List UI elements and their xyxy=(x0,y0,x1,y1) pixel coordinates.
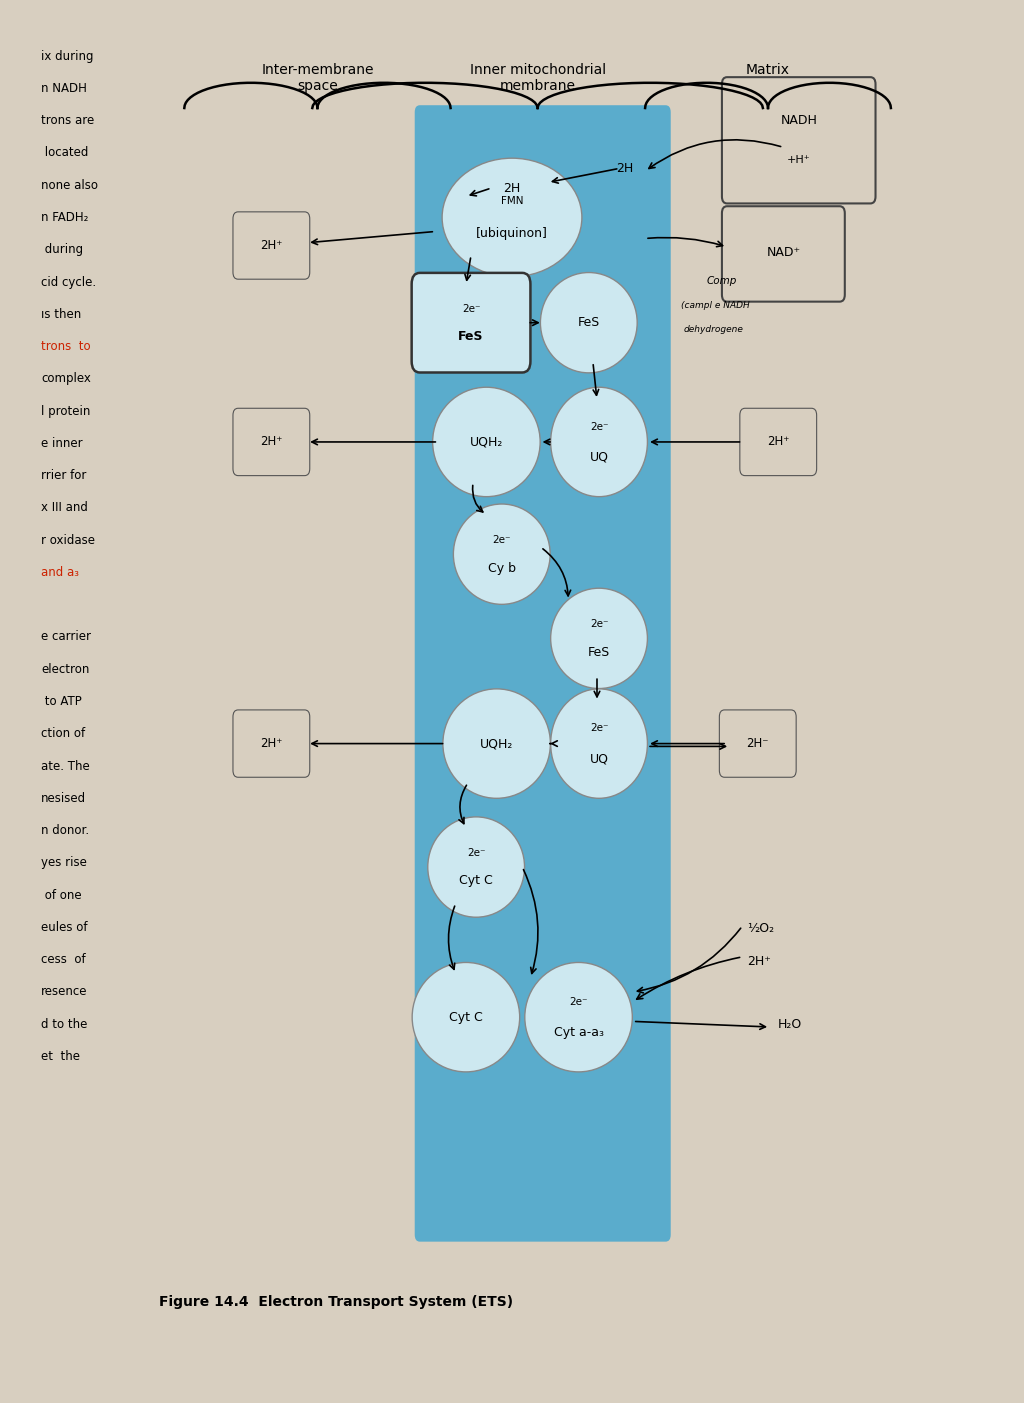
Text: Cyt C: Cyt C xyxy=(460,874,493,888)
Text: Inter-membrane
space: Inter-membrane space xyxy=(261,63,374,94)
Text: ıs then: ıs then xyxy=(41,307,81,321)
Text: +H⁺: +H⁺ xyxy=(786,154,811,166)
Text: 2H⁺: 2H⁺ xyxy=(260,435,283,449)
Text: l protein: l protein xyxy=(41,404,90,418)
Text: 2H⁺: 2H⁺ xyxy=(767,435,790,449)
Text: Cy b: Cy b xyxy=(487,561,516,575)
Text: 2e⁻: 2e⁻ xyxy=(590,724,608,734)
Text: UQH₂: UQH₂ xyxy=(480,737,513,751)
Text: electron: electron xyxy=(41,662,89,676)
FancyBboxPatch shape xyxy=(719,710,797,777)
Text: 2H⁺: 2H⁺ xyxy=(748,954,771,968)
FancyBboxPatch shape xyxy=(233,710,309,777)
Text: 2e⁻: 2e⁻ xyxy=(467,849,485,859)
Text: ction of: ction of xyxy=(41,727,85,741)
Text: 2e⁻: 2e⁻ xyxy=(569,998,588,1007)
Text: n donor.: n donor. xyxy=(41,824,89,838)
FancyBboxPatch shape xyxy=(412,272,530,373)
Ellipse shape xyxy=(524,962,632,1072)
Text: NAD⁺: NAD⁺ xyxy=(766,246,801,260)
Text: resence: resence xyxy=(41,985,87,999)
Text: e carrier: e carrier xyxy=(41,630,91,644)
Text: UQ: UQ xyxy=(590,450,608,463)
Text: nesised: nesised xyxy=(41,791,86,805)
Text: x III and: x III and xyxy=(41,501,88,515)
Text: Matrix: Matrix xyxy=(746,63,790,77)
Ellipse shape xyxy=(442,159,582,276)
FancyBboxPatch shape xyxy=(739,408,817,476)
Text: Inner mitochondrial
membrane: Inner mitochondrial membrane xyxy=(470,63,605,94)
Text: 2e⁻: 2e⁻ xyxy=(462,304,480,314)
Text: cid cycle.: cid cycle. xyxy=(41,275,96,289)
Text: of one: of one xyxy=(41,888,82,902)
Text: yes rise: yes rise xyxy=(41,856,87,870)
Ellipse shape xyxy=(551,387,647,497)
Text: cess  of: cess of xyxy=(41,953,86,967)
Ellipse shape xyxy=(432,387,541,497)
Text: FeS: FeS xyxy=(578,316,600,330)
Text: ate. The: ate. The xyxy=(41,759,90,773)
Text: n FADH₂: n FADH₂ xyxy=(41,210,88,224)
Text: 2H⁺: 2H⁺ xyxy=(260,239,283,253)
Text: H₂O: H₂O xyxy=(778,1017,803,1031)
Text: d to the: d to the xyxy=(41,1017,87,1031)
Text: [ubiquinon]: [ubiquinon] xyxy=(476,227,548,240)
Ellipse shape xyxy=(551,588,647,689)
Text: et  the: et the xyxy=(41,1049,80,1063)
Text: FMN: FMN xyxy=(501,196,523,206)
Text: 2e⁻: 2e⁻ xyxy=(590,620,608,630)
Text: UQH₂: UQH₂ xyxy=(470,435,503,449)
Text: FeS: FeS xyxy=(459,330,483,344)
Text: ix during: ix during xyxy=(41,49,93,63)
Text: n NADH: n NADH xyxy=(41,81,87,95)
Text: 2H⁻: 2H⁻ xyxy=(746,737,769,751)
FancyBboxPatch shape xyxy=(233,408,309,476)
Ellipse shape xyxy=(541,272,637,373)
Text: trons are: trons are xyxy=(41,114,94,128)
Text: Cyt C: Cyt C xyxy=(450,1010,482,1024)
Text: r oxidase: r oxidase xyxy=(41,533,95,547)
Text: 2H: 2H xyxy=(616,161,633,175)
Text: 2e⁻: 2e⁻ xyxy=(590,422,608,432)
Ellipse shape xyxy=(551,689,647,798)
Ellipse shape xyxy=(428,817,524,918)
Text: Cyt a-a₃: Cyt a-a₃ xyxy=(554,1026,603,1038)
Text: (campl e NADH: (campl e NADH xyxy=(681,302,750,310)
Text: FeS: FeS xyxy=(588,645,610,659)
Text: trons  to: trons to xyxy=(41,340,90,354)
Text: dehydrogene: dehydrogene xyxy=(684,325,743,334)
Text: 2e⁻: 2e⁻ xyxy=(493,536,511,546)
Text: eules of: eules of xyxy=(41,920,87,934)
Text: and a₃: and a₃ xyxy=(41,565,79,579)
Text: to ATP: to ATP xyxy=(41,694,82,709)
Text: ½O₂: ½O₂ xyxy=(748,922,774,936)
Ellipse shape xyxy=(454,504,550,605)
Text: none also: none also xyxy=(41,178,98,192)
Text: during: during xyxy=(41,243,83,257)
Text: rrier for: rrier for xyxy=(41,469,86,483)
FancyBboxPatch shape xyxy=(722,77,876,203)
FancyBboxPatch shape xyxy=(415,105,671,1242)
Text: located: located xyxy=(41,146,88,160)
Text: UQ: UQ xyxy=(590,752,608,765)
Text: NADH: NADH xyxy=(780,114,817,128)
FancyBboxPatch shape xyxy=(722,206,845,302)
Text: 2H: 2H xyxy=(504,181,520,195)
Text: 2H⁺: 2H⁺ xyxy=(260,737,283,751)
Text: Comp: Comp xyxy=(707,275,737,286)
FancyBboxPatch shape xyxy=(233,212,309,279)
Text: e inner: e inner xyxy=(41,436,83,450)
Ellipse shape xyxy=(442,689,551,798)
Ellipse shape xyxy=(412,962,520,1072)
Text: Figure 14.4  Electron Transport System (ETS): Figure 14.4 Electron Transport System (E… xyxy=(159,1295,513,1309)
Text: complex: complex xyxy=(41,372,91,386)
